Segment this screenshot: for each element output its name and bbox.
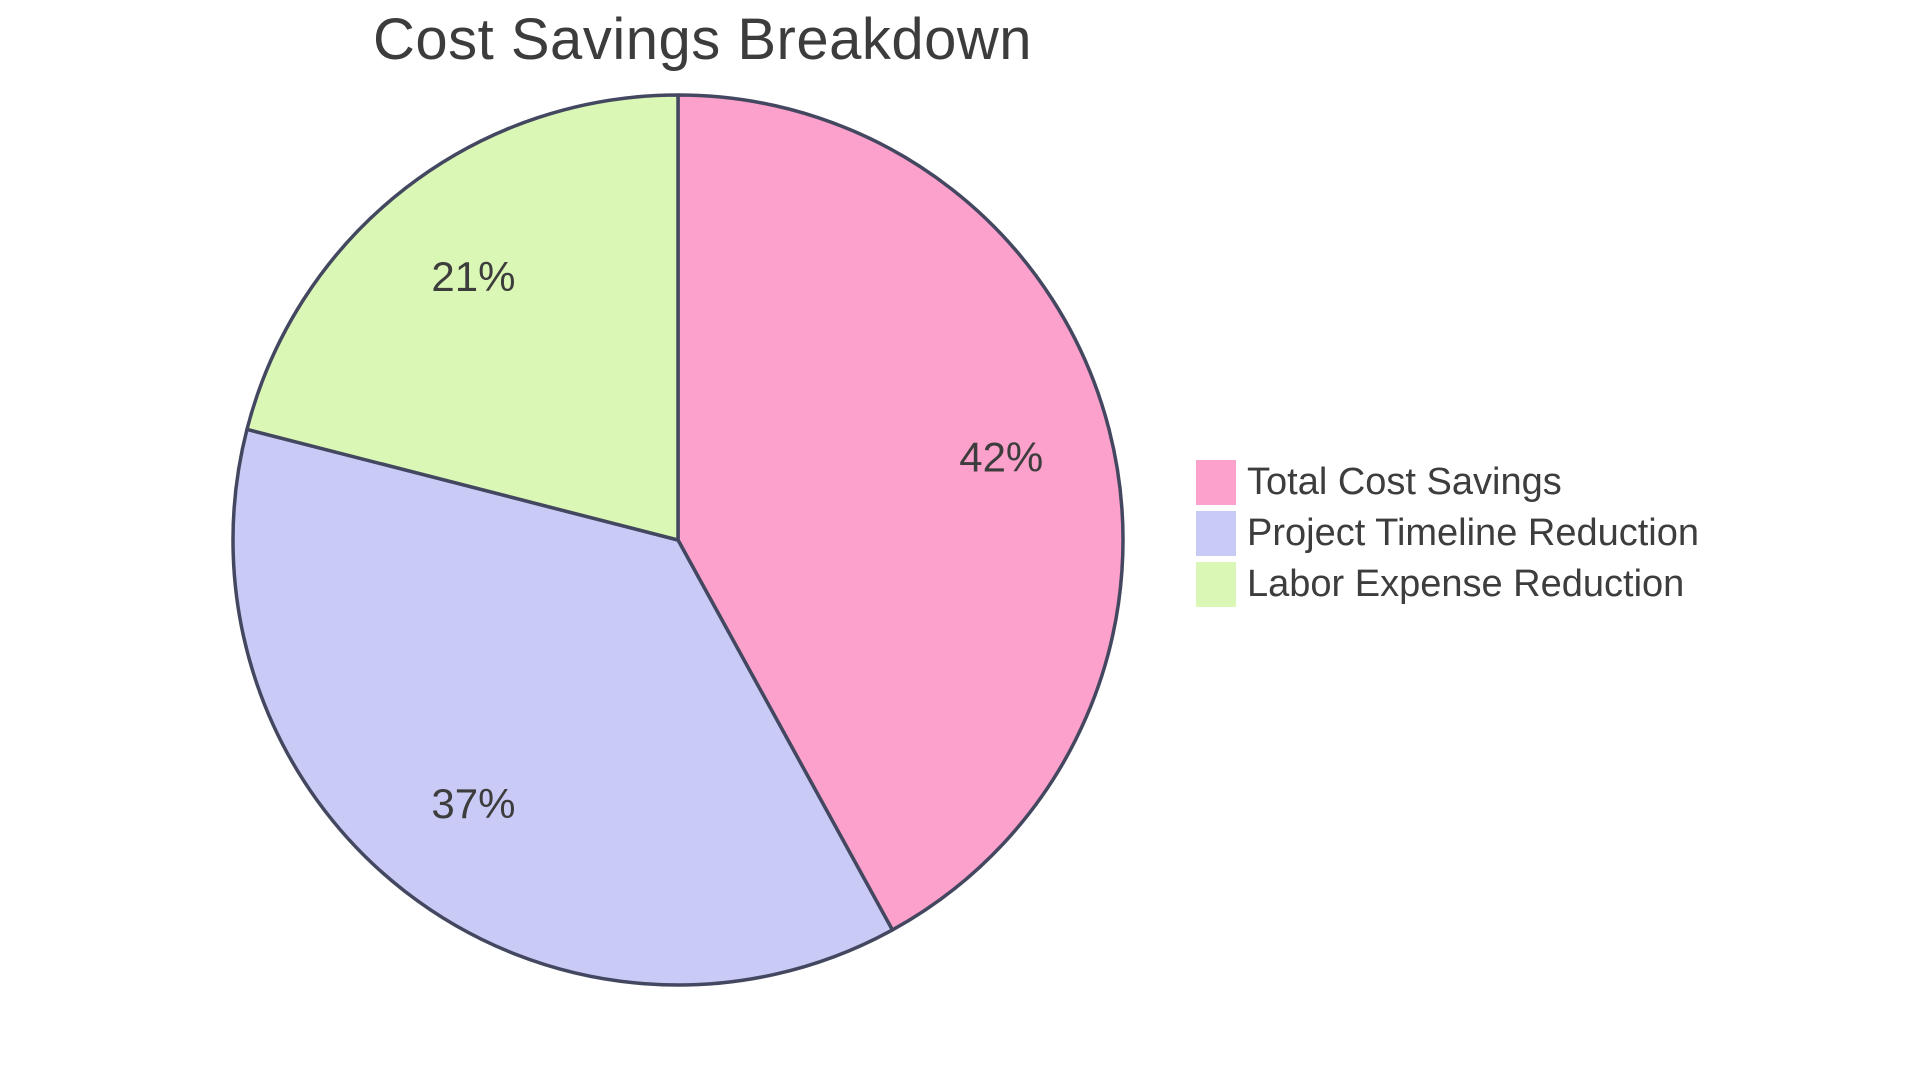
legend-label-0: Total Cost Savings — [1247, 461, 1562, 503]
legend-swatch-2 — [1196, 562, 1236, 607]
slice-percent-label-2: 21% — [431, 253, 515, 300]
legend: Total Cost Savings Project Timeline Reduc… — [1196, 460, 1699, 607]
legend-label-1: Project Timeline Reduction — [1247, 512, 1699, 554]
legend-label-2: Labor Expense Reduction — [1247, 563, 1685, 605]
pie-slice-1 — [231, 427, 895, 987]
legend-item-0: Total Cost Savings — [1196, 460, 1699, 505]
legend-item-1: Project Timeline Reduction — [1196, 511, 1699, 556]
chart-title: Cost Savings Breakdown — [373, 7, 1032, 72]
pie-slice-0 — [676, 93, 1125, 932]
legend-swatch-0 — [1196, 460, 1236, 505]
legend-swatch-1 — [1196, 511, 1236, 556]
legend-item-2: Labor Expense Reduction — [1196, 562, 1699, 607]
slice-percent-label-1: 37% — [431, 780, 515, 827]
pie-slice-2 — [245, 93, 680, 542]
slice-percent-label-0: 42% — [959, 433, 1043, 480]
